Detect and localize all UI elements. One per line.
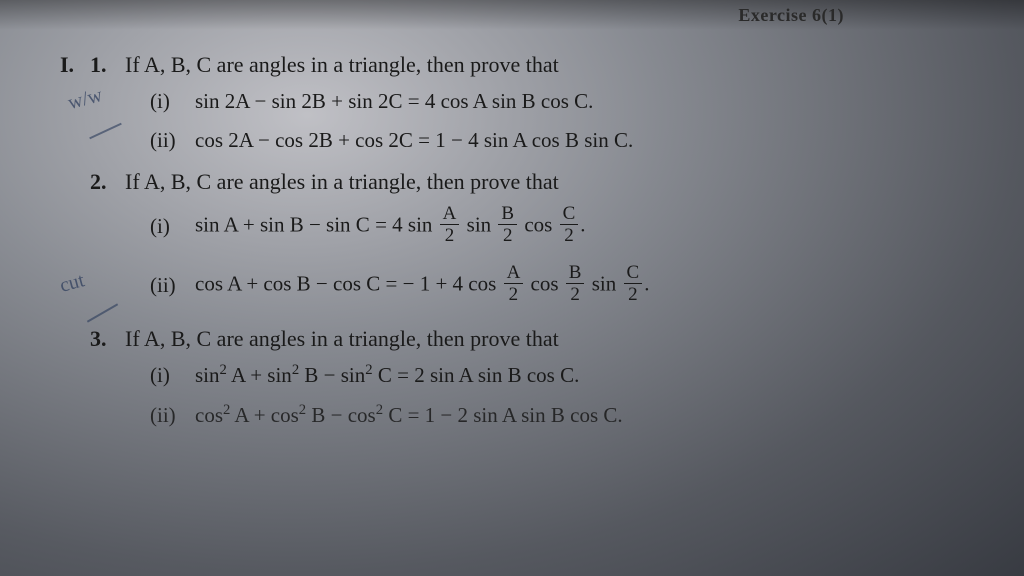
header-fragment: Exercise 6(1) bbox=[738, 5, 844, 26]
page-surface: Exercise 6(1) w/w cut I. 1. If A, B, C a… bbox=[0, 0, 1024, 576]
equation-text: sin A + sin B − sin C = 4 sin A2 sin B2 … bbox=[195, 206, 586, 247]
problem-number: 3. bbox=[90, 326, 125, 352]
problem-2-sub-ii: (ii) cos A + cos B − cos C = − 1 + 4 cos… bbox=[150, 265, 984, 306]
problem-3-header: 3. If A, B, C are angles in a triangle, … bbox=[60, 324, 984, 355]
problem-intro: If A, B, C are angles in a triangle, the… bbox=[125, 50, 559, 81]
problem-number: 2. bbox=[90, 169, 125, 195]
sub-number: (ii) bbox=[150, 128, 195, 153]
sub-number: (ii) bbox=[150, 403, 195, 428]
problem-1-header: I. 1. If A, B, C are angles in a triangl… bbox=[60, 50, 984, 81]
problem-2-sub-i: (i) sin A + sin B − sin C = 4 sin A2 sin… bbox=[150, 206, 984, 247]
equation-text: cos 2A − cos 2B + cos 2C = 1 − 4 sin A c… bbox=[195, 128, 633, 153]
top-shadow bbox=[0, 0, 1024, 30]
sub-number: (i) bbox=[150, 89, 195, 114]
section-number: I. bbox=[60, 52, 90, 78]
equation-text: cos2 A + cos2 B − cos2 C = 1 − 2 sin A s… bbox=[195, 402, 623, 428]
problem-1-sub-i: (i) sin 2A − sin 2B + sin 2C = 4 cos A s… bbox=[150, 89, 984, 114]
equation-text: sin2 A + sin2 B − sin2 C = 2 sin A sin B… bbox=[195, 362, 579, 388]
problem-number: 1. bbox=[90, 52, 125, 78]
problem-2-header: 2. If A, B, C are angles in a triangle, … bbox=[60, 167, 984, 198]
problem-3-sub-i: (i) sin2 A + sin2 B − sin2 C = 2 sin A s… bbox=[150, 362, 984, 388]
problem-3-sub-ii: (ii) cos2 A + cos2 B − cos2 C = 1 − 2 si… bbox=[150, 402, 984, 428]
sub-number: (ii) bbox=[150, 273, 195, 298]
equation-text: sin 2A − sin 2B + sin 2C = 4 cos A sin B… bbox=[195, 89, 593, 114]
problem-1-sub-ii: (ii) cos 2A − cos 2B + cos 2C = 1 − 4 si… bbox=[150, 128, 984, 153]
problem-intro: If A, B, C are angles in a triangle, the… bbox=[125, 324, 559, 355]
equation-text: cos A + cos B − cos C = − 1 + 4 cos A2 c… bbox=[195, 265, 649, 306]
content-area: I. 1. If A, B, C are angles in a triangl… bbox=[60, 50, 984, 428]
problem-intro: If A, B, C are angles in a triangle, the… bbox=[125, 167, 559, 198]
sub-number: (i) bbox=[150, 214, 195, 239]
sub-number: (i) bbox=[150, 363, 195, 388]
